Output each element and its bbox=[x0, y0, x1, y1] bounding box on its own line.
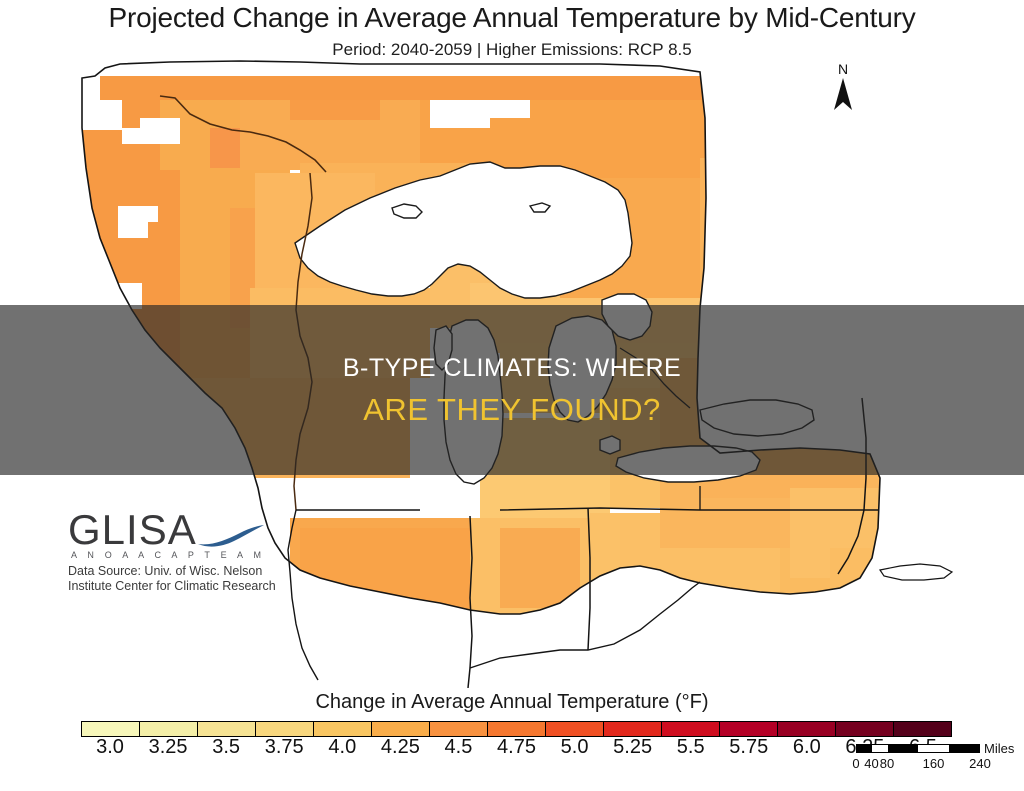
glisa-swoosh-icon bbox=[198, 525, 264, 547]
legend-swatch bbox=[198, 722, 256, 736]
legend-swatch bbox=[314, 722, 372, 736]
scale-bar-segments bbox=[856, 744, 980, 753]
scale-bar-tick-label: 240 bbox=[969, 756, 991, 771]
legend-swatch bbox=[488, 722, 546, 736]
north-arrow-icon bbox=[834, 78, 852, 110]
glisa-tagline: A N O A A C A P T E A M bbox=[71, 550, 266, 560]
legend-tick-label: 4.5 bbox=[444, 736, 473, 758]
legend-swatch bbox=[894, 722, 951, 736]
scale-bar-segment bbox=[857, 745, 873, 752]
legend-swatch bbox=[836, 722, 894, 736]
legend-swatch bbox=[662, 722, 720, 736]
legend-tick-label: 3.5 bbox=[212, 736, 241, 758]
legend-swatch bbox=[604, 722, 662, 736]
legend-tick-label: 5.0 bbox=[560, 736, 589, 758]
legend-swatch bbox=[82, 722, 140, 736]
glisa-logo: GLISA bbox=[68, 508, 318, 552]
data-source: Data Source: Univ. of Wisc. Nelson Insti… bbox=[68, 564, 318, 594]
legend-tick-label: 5.75 bbox=[729, 736, 769, 758]
north-arrow: N bbox=[826, 62, 860, 114]
data-source-line1: Data Source: Univ. of Wisc. Nelson bbox=[68, 564, 263, 578]
legend-swatch bbox=[546, 722, 604, 736]
data-source-line2: Institute Center for Climatic Research bbox=[68, 579, 276, 593]
legend-swatch bbox=[372, 722, 430, 736]
overlay-headline-line1: B-TYPE CLIMATES: WHERE bbox=[342, 354, 682, 382]
legend-colorbar bbox=[81, 721, 952, 737]
scale-bar-segment bbox=[918, 745, 949, 752]
scale-bar-segment bbox=[872, 745, 888, 752]
legend-swatch bbox=[256, 722, 314, 736]
legend-tick-label: 3.25 bbox=[148, 736, 188, 758]
scale-bar-tick-label: 160 bbox=[922, 756, 945, 771]
legend-swatch bbox=[720, 722, 778, 736]
legend-tick-label: 6.0 bbox=[792, 736, 821, 758]
scale-bar-unit: Miles bbox=[984, 741, 1015, 756]
overlay-banner: B-TYPE CLIMATES: WHERE ARE THEY FOUND? bbox=[0, 305, 1024, 475]
scale-bar-segment bbox=[948, 745, 979, 752]
legend-swatch bbox=[778, 722, 836, 736]
scale-bar-segment bbox=[887, 745, 918, 752]
scale-bar-tick-label: 80 bbox=[879, 756, 895, 771]
glisa-logo-text: GLISA bbox=[68, 506, 197, 553]
page-subtitle: Period: 2040-2059 | Higher Emissions: RC… bbox=[332, 40, 692, 59]
north-arrow-label: N bbox=[837, 61, 849, 77]
legend-tick-label: 4.0 bbox=[328, 736, 357, 758]
legend-tick-label: 3.75 bbox=[264, 736, 304, 758]
legend-title: Change in Average Annual Temperature (°F… bbox=[315, 691, 709, 713]
legend-tick-label: 5.5 bbox=[676, 736, 705, 758]
attribution-block: GLISA A N O A A C A P T E A M Data Sourc… bbox=[68, 508, 318, 594]
scale-bar-tick-label: 0 bbox=[852, 756, 860, 771]
scale-bar-tick-label: 40 bbox=[864, 756, 879, 771]
legend-tick-label: 5.25 bbox=[613, 736, 653, 758]
overlay-headline-line2: ARE THEY FOUND? bbox=[363, 392, 661, 427]
legend-tick-label: 4.25 bbox=[380, 736, 420, 758]
legend-tick-label: 3.0 bbox=[96, 736, 124, 758]
legend-swatch bbox=[430, 722, 488, 736]
legend-tick-label: 4.75 bbox=[497, 736, 536, 758]
legend-swatch bbox=[140, 722, 198, 736]
scale-bar: Miles 0 40 80 160 240 bbox=[852, 741, 1024, 790]
legend-tick-labels: 3.0 3.25 3.5 3.75 4.0 4.25 4.5 4.75 5.0 5.25 5.5 5.… bbox=[81, 736, 952, 762]
page-title: Projected Change in Average Annual Tempe… bbox=[108, 2, 916, 33]
scale-bar-ticks: 0 40 80 160 240 bbox=[852, 756, 1006, 776]
